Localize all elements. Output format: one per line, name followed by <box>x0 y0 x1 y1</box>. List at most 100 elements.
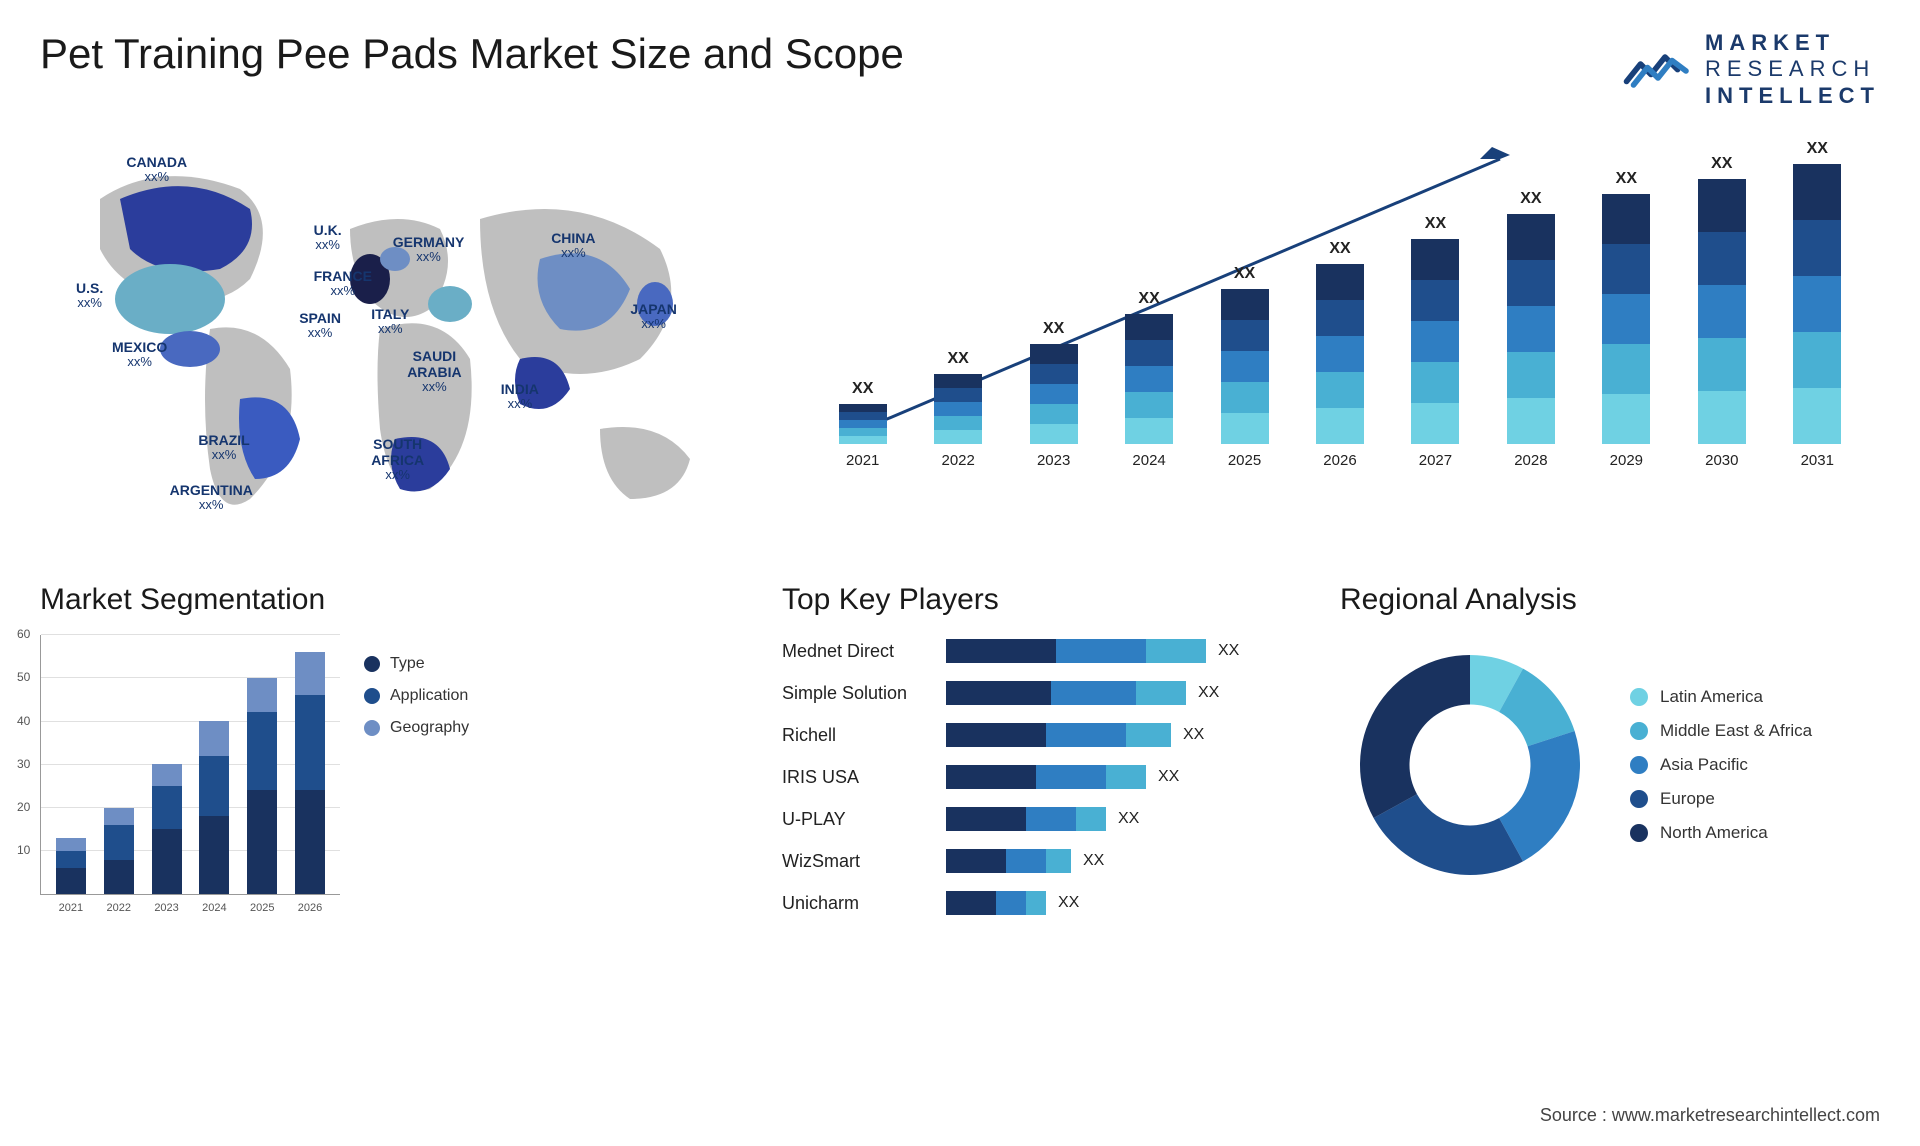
players-title: Top Key Players <box>782 583 1302 617</box>
growth-year-label: 2026 <box>1323 452 1356 469</box>
map-label: SOUTHAFRICAxx% <box>371 436 424 483</box>
seg-year-label: 2021 <box>59 902 83 914</box>
player-value: XX <box>1158 768 1179 786</box>
seg-year-label: 2026 <box>298 902 322 914</box>
map-label: SPAINxx% <box>299 310 341 341</box>
donut-slice <box>1360 655 1470 818</box>
growth-bar <box>1602 194 1650 444</box>
seg-bar <box>152 764 182 894</box>
map-label: BRAZILxx% <box>198 432 249 463</box>
growth-bar <box>1030 344 1078 444</box>
growth-bar-col: XX2029 <box>1584 194 1669 469</box>
seg-bar <box>56 838 86 894</box>
seg-bar <box>199 721 229 894</box>
seg-bar-col: 2024 <box>197 721 231 894</box>
map-label: CANADAxx% <box>126 154 187 185</box>
player-row: IRIS USAXX <box>782 761 1302 793</box>
seg-legend-item: Type <box>364 655 469 673</box>
regional-legend: Latin America Middle East & Africa Asia Pa… <box>1630 687 1812 843</box>
player-row: Simple Solution XX <box>782 677 1302 709</box>
growth-bar-col: XX2027 <box>1393 239 1478 469</box>
seg-legend-item: Application <box>364 687 469 705</box>
seg-year-label: 2022 <box>106 902 130 914</box>
map-label: SAUDIARABIAxx% <box>407 348 461 395</box>
growth-year-label: 2031 <box>1801 452 1834 469</box>
player-row: Unicharm XX <box>782 887 1302 919</box>
growth-year-label: 2030 <box>1705 452 1738 469</box>
growth-bar-col: XX2030 <box>1679 179 1764 469</box>
map-label: U.S.xx% <box>76 280 103 311</box>
growth-bar-value: XX <box>1030 320 1078 338</box>
regional-donut-chart <box>1340 635 1600 895</box>
player-value: XX <box>1118 810 1139 828</box>
growth-bar-value: XX <box>1125 290 1173 308</box>
player-value: XX <box>1183 726 1204 744</box>
player-row: WizSmart XX <box>782 845 1302 877</box>
seg-year-label: 2023 <box>154 902 178 914</box>
growth-bar-value: XX <box>1316 240 1364 258</box>
growth-bar-col: XX2031 <box>1775 164 1860 469</box>
player-bar: XX <box>946 681 1302 705</box>
player-name: U-PLAY <box>782 809 932 830</box>
segmentation-chart: 202120222023202420252026 102030405060 <box>40 635 340 895</box>
growth-bar-col: XX2025 <box>1202 289 1287 469</box>
world-map-panel: CANADAxx%U.S.xx%MEXICOxx%BRAZILxx%ARGENT… <box>40 129 760 549</box>
player-value: XX <box>1058 894 1079 912</box>
seg-bar <box>295 652 325 895</box>
segmentation-title: Market Segmentation <box>40 583 744 617</box>
map-label: FRANCExx% <box>314 268 372 299</box>
player-name: WizSmart <box>782 851 932 872</box>
growth-year-label: 2029 <box>1610 452 1643 469</box>
seg-bar-col: 2025 <box>245 678 279 895</box>
map-label: ARGENTINAxx% <box>170 482 253 513</box>
player-value: XX <box>1198 684 1219 702</box>
map-label: GERMANYxx% <box>393 234 465 265</box>
growth-bar-value: XX <box>1793 140 1841 158</box>
growth-year-label: 2021 <box>846 452 879 469</box>
map-label: INDIAxx% <box>501 381 539 412</box>
player-bar: XX <box>946 639 1302 663</box>
player-row: U-PLAY XX <box>782 803 1302 835</box>
growth-bar-value: XX <box>934 350 982 368</box>
player-row: Mednet DirectXX <box>782 635 1302 667</box>
regional-legend-item: Latin America <box>1630 687 1812 707</box>
growth-year-label: 2022 <box>941 452 974 469</box>
growth-bar-col: XX2026 <box>1297 264 1382 469</box>
growth-bar-col: XX2024 <box>1106 314 1191 469</box>
segmentation-legend: Type Application Geography <box>364 655 469 737</box>
regional-legend-item: Asia Pacific <box>1630 755 1812 775</box>
player-name: Unicharm <box>782 893 932 914</box>
growth-bar <box>1316 264 1364 444</box>
growth-bar <box>1221 289 1269 444</box>
growth-year-label: 2024 <box>1132 452 1165 469</box>
map-label: JAPANxx% <box>630 301 676 332</box>
growth-bar <box>839 404 887 444</box>
seg-legend-item: Geography <box>364 719 469 737</box>
growth-bar <box>1125 314 1173 444</box>
player-name: Simple Solution <box>782 683 932 704</box>
player-name: Richell <box>782 725 932 746</box>
growth-bar-col: XX2028 <box>1488 214 1573 469</box>
player-value: XX <box>1083 852 1104 870</box>
logo-text: MARKET RESEARCH INTELLECT <box>1705 30 1880 109</box>
growth-year-label: 2028 <box>1514 452 1547 469</box>
regional-title: Regional Analysis <box>1340 583 1880 617</box>
player-bar: XX <box>946 849 1302 873</box>
growth-year-label: 2025 <box>1228 452 1261 469</box>
growth-bar-value: XX <box>1698 155 1746 173</box>
growth-bar-value: XX <box>1221 265 1269 283</box>
player-bar: XX <box>946 807 1302 831</box>
growth-bar-value: XX <box>1411 215 1459 233</box>
seg-bar <box>104 808 134 895</box>
seg-bar-col: 2023 <box>150 764 184 894</box>
brand-logo: MARKET RESEARCH INTELLECT <box>1623 30 1880 109</box>
growth-chart: XX2021XX2022XX2023XX2024XX2025XX2026XX20… <box>800 129 1880 549</box>
growth-year-label: 2027 <box>1419 452 1452 469</box>
growth-bar <box>1793 164 1841 444</box>
growth-bar-col: XX2021 <box>820 404 905 469</box>
regional-legend-item: North America <box>1630 823 1812 843</box>
regional-legend-item: Middle East & Africa <box>1630 721 1812 741</box>
map-label: U.K.xx% <box>314 222 342 253</box>
players-panel: Top Key Players Mednet DirectXX Simple So… <box>782 583 1302 929</box>
segmentation-panel: Market Segmentation 2021 2022 2023 2024 2025… <box>40 583 744 929</box>
